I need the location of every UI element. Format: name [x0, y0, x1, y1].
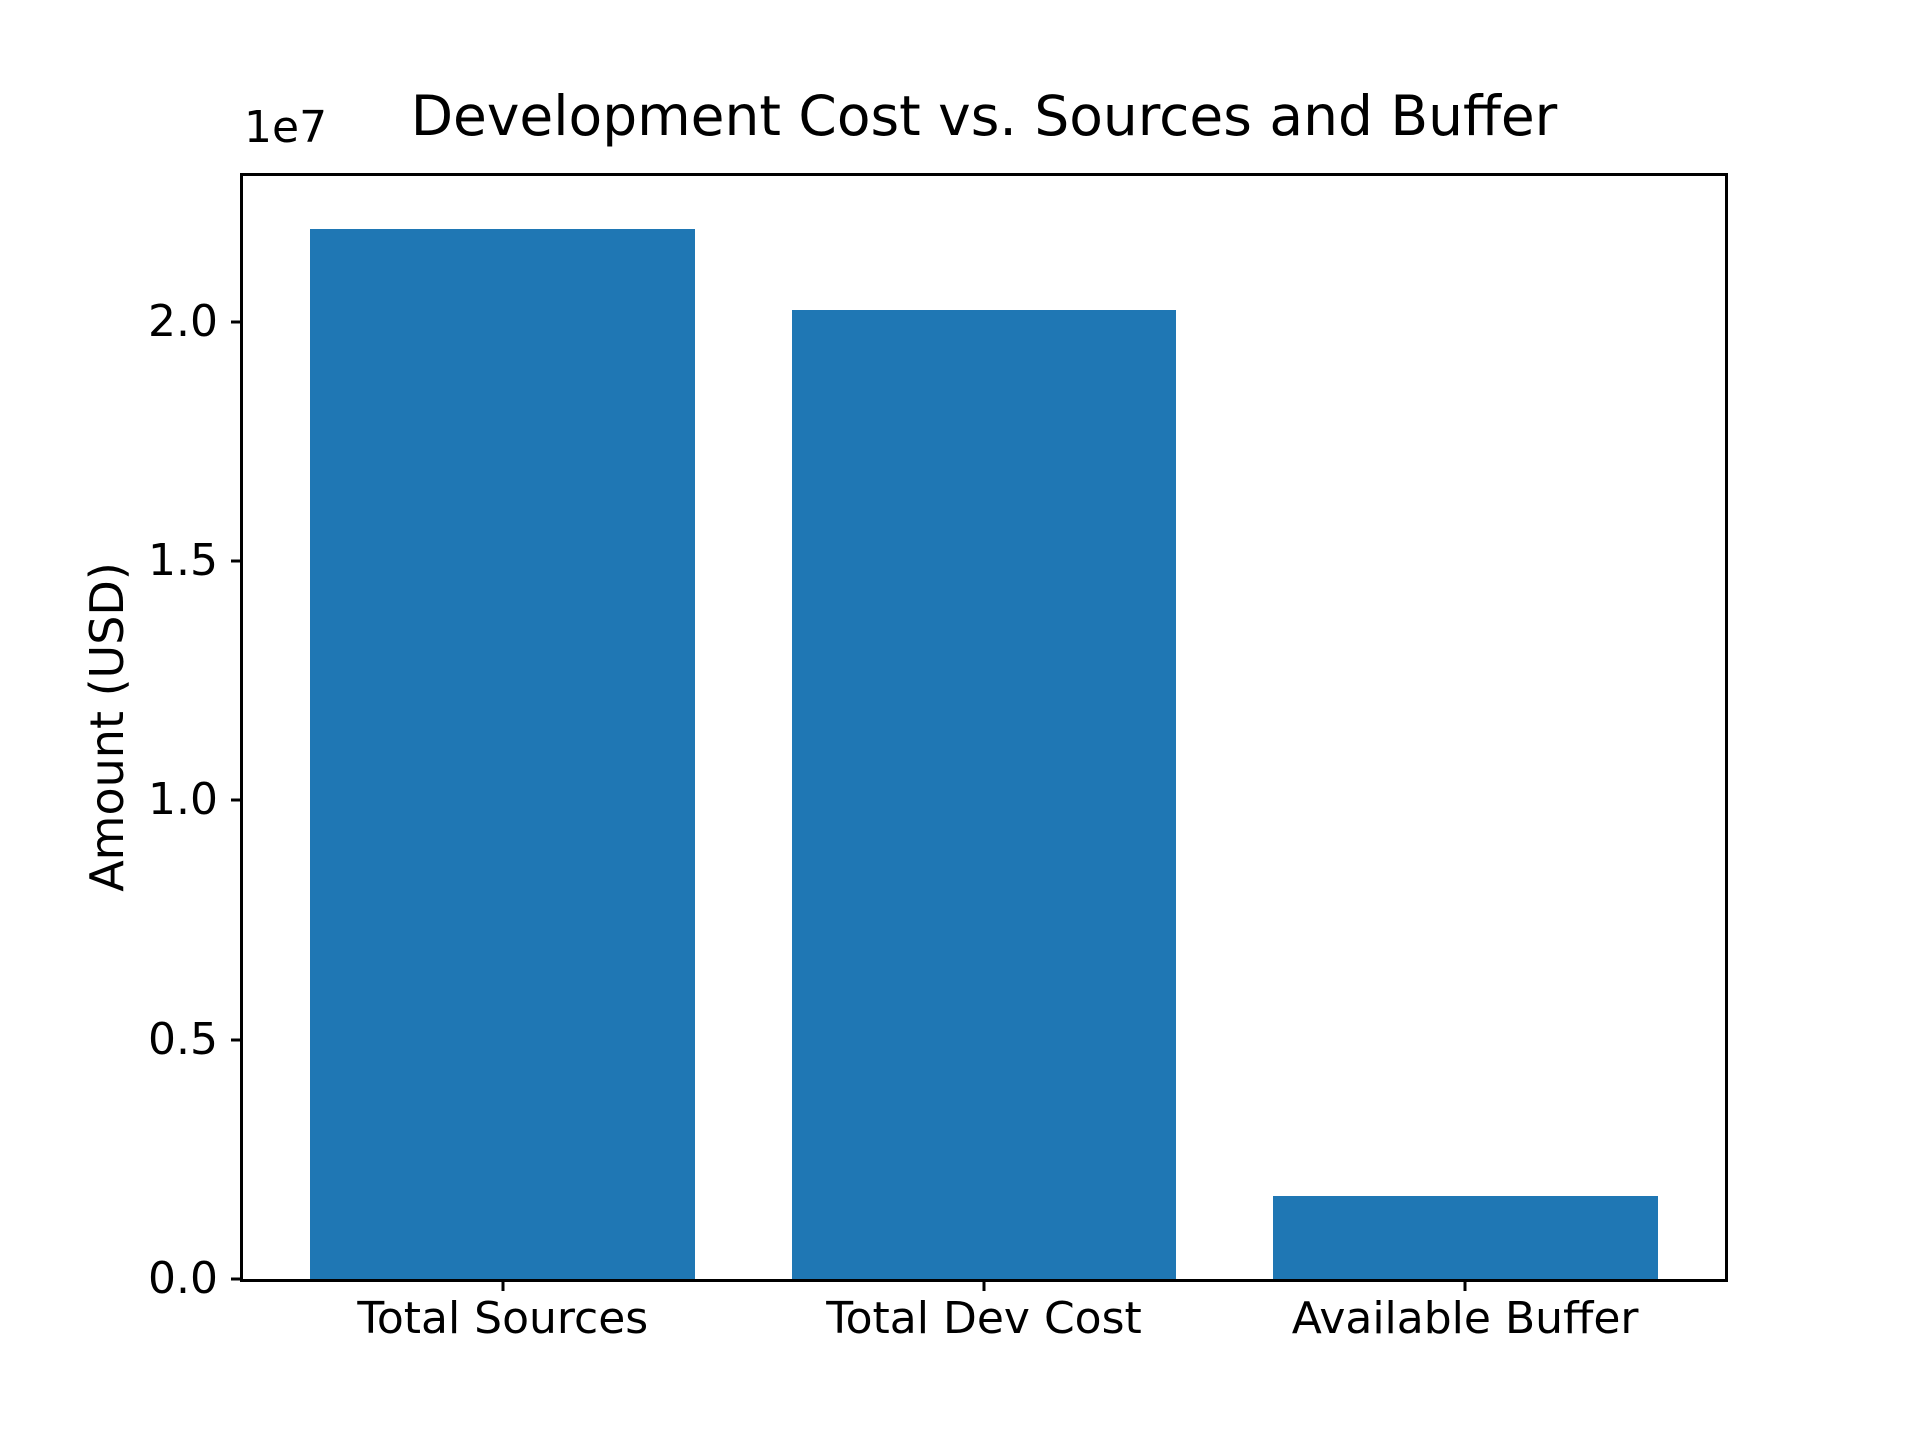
y-tick-0.0 [231, 1277, 240, 1281]
bar-available-buffer [1272, 1196, 1658, 1279]
x-tick-total-dev-cost [982, 1282, 986, 1291]
bar-total-dev-cost [791, 309, 1177, 1279]
x-tick-total-sources [501, 1282, 505, 1291]
y-axis-label: Amount (USD) [80, 562, 134, 892]
y-tick-2.0 [231, 320, 240, 324]
y-tick-1.0 [231, 798, 240, 802]
x-tick-available-buffer [1463, 1282, 1467, 1291]
x-tick-label-total-sources: Total Sources [357, 1293, 649, 1344]
y-tick-label-1.5: 1.5 [148, 535, 218, 587]
y-tick-label-1.0: 1.0 [148, 774, 218, 826]
x-tick-label-available-buffer: Available Buffer [1291, 1293, 1639, 1344]
y-tick-label-0.5: 0.5 [148, 1013, 218, 1065]
y-tick-label-2.0: 2.0 [148, 295, 218, 347]
y-tick-label-0.0: 0.0 [148, 1253, 218, 1304]
plot-area: Total Sources Total Dev Cost Available Buf… [148, 173, 1728, 1341]
bar-total-sources [310, 228, 696, 1279]
chart-title: Development Cost vs. Sources and Buffer [410, 84, 1558, 148]
y-tick-0.5 [231, 1038, 240, 1042]
x-tick-label-total-dev-cost: Total Dev Cost [826, 1293, 1142, 1344]
y-axis-offset-label: 1e7 [244, 102, 328, 153]
y-tick-1.5 [231, 559, 240, 563]
